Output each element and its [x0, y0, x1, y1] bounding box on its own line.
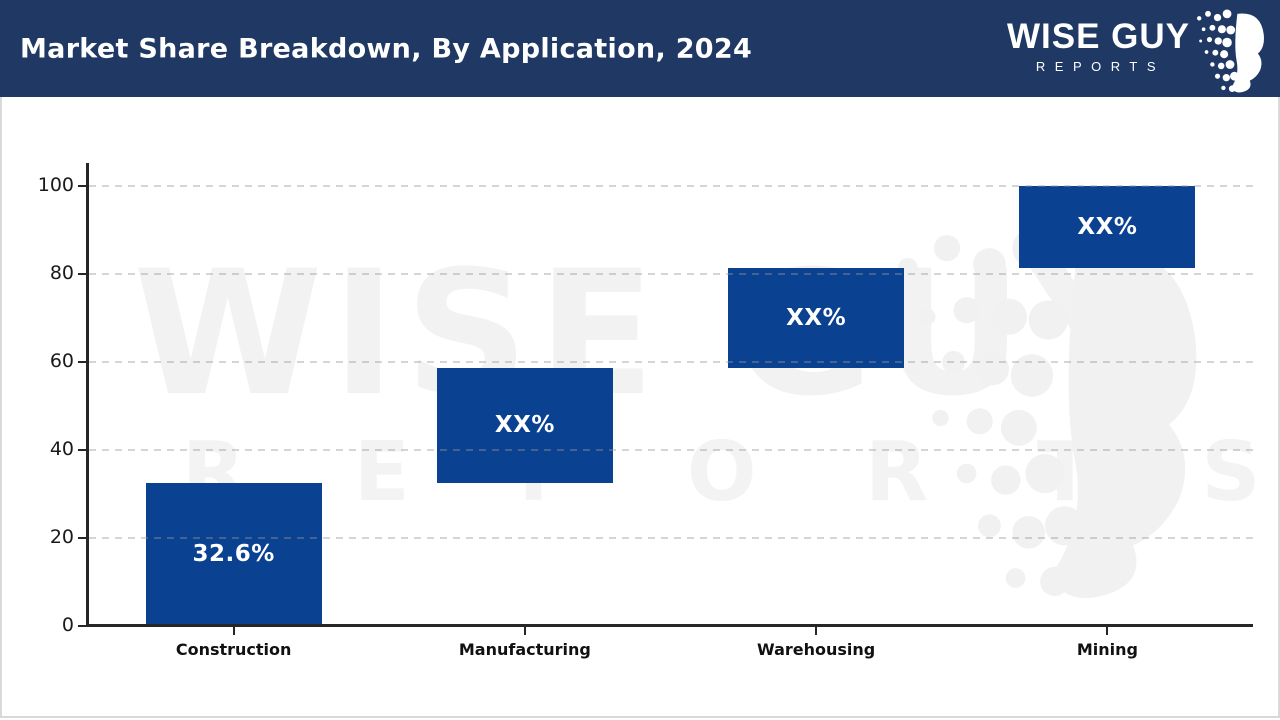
brand-subname: REPORTS — [1035, 58, 1166, 74]
x-axis-category-label: Mining — [1076, 640, 1138, 659]
x-axis-tick-mark — [815, 626, 818, 635]
gridline — [89, 273, 1253, 275]
bar-value-label: XX% — [1077, 214, 1138, 241]
brand-logo: WISE GUY REPORTS — [1006, 6, 1268, 93]
bar-segment: 32.6% — [145, 482, 322, 626]
header-band: Market Share Breakdown, By Application, … — [0, 0, 1280, 97]
gridline — [89, 449, 1253, 451]
gridline — [89, 361, 1253, 363]
bar-value-label: XX% — [494, 412, 555, 439]
gridline — [89, 185, 1253, 187]
y-axis-tick-mark — [78, 361, 87, 363]
y-axis-tick-mark — [78, 273, 87, 275]
y-axis-line — [86, 163, 89, 626]
x-axis-category-label: Manufacturing — [458, 640, 591, 659]
bar-value-label: 32.6% — [192, 541, 275, 568]
y-axis-tick-label: 20 — [49, 526, 74, 548]
x-axis-tick-mark — [232, 626, 235, 635]
x-axis-category-label: Warehousing — [757, 640, 876, 659]
brand-logo-text: WISE GUY REPORTS — [1006, 17, 1190, 74]
bar-segment: XX% — [728, 268, 905, 369]
y-axis-tick-label: 100 — [37, 174, 74, 196]
bar-segment: XX% — [436, 368, 613, 483]
y-axis-tick-label: 60 — [49, 350, 74, 372]
chart-title: Market Share Breakdown, By Application, … — [20, 33, 753, 64]
dotted-head-icon — [1197, 9, 1264, 93]
y-axis-tick-mark — [78, 449, 87, 451]
bar-value-label: XX% — [786, 305, 847, 332]
x-axis-line — [86, 624, 1253, 627]
x-axis-tick-mark — [1106, 626, 1109, 635]
y-axis-tick-mark — [78, 537, 87, 539]
bar-segment: XX% — [1019, 186, 1196, 269]
x-axis-category-label: Construction — [175, 640, 292, 659]
x-axis-tick-mark — [523, 626, 526, 635]
y-axis-tick-mark — [78, 625, 87, 627]
y-axis-tick-mark — [78, 185, 87, 187]
y-axis-tick-label: 0 — [61, 614, 74, 636]
y-axis-tick-label: 40 — [49, 438, 74, 460]
y-axis-tick-label: 80 — [49, 262, 74, 284]
brand-name: WISE GUY — [1006, 17, 1190, 56]
gridline — [89, 537, 1253, 539]
